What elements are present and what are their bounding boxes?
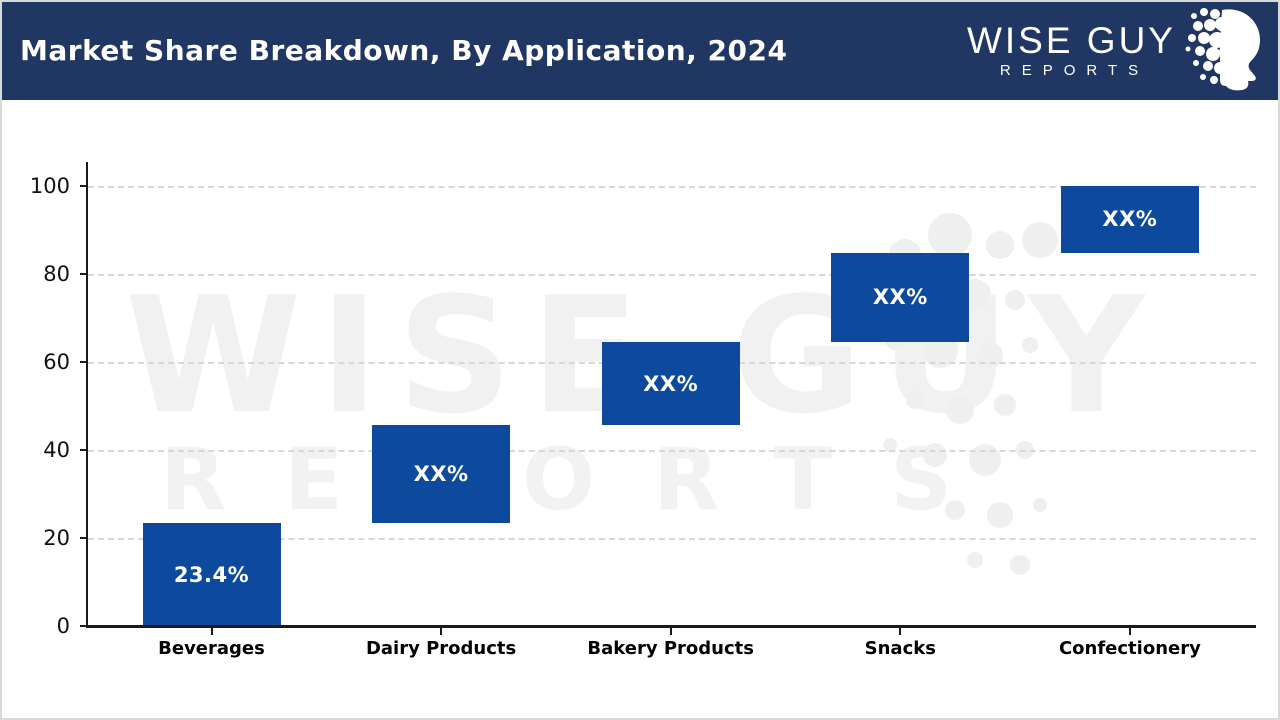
bar-value-label: XX%	[643, 371, 699, 396]
y-tick-mark-20	[80, 537, 86, 539]
bar-beverages: 23.4%	[142, 523, 281, 626]
x-tick-label-bakery-products: Bakery Products	[587, 638, 754, 659]
bar-value-label: XX%	[1102, 207, 1158, 232]
gridline-40	[88, 450, 1256, 452]
x-tick-label-dairy-products: Dairy Products	[365, 638, 517, 659]
x-tick-mark-2	[669, 628, 672, 635]
bar-confectionery: XX%	[1060, 186, 1199, 253]
bar-value-label: XX%	[413, 462, 469, 487]
x-tick-label-beverages: Beverages	[158, 638, 265, 659]
gridline-80	[88, 274, 1256, 276]
y-tick-mark-60	[80, 361, 86, 363]
y-tick-label-60: 60	[43, 350, 70, 374]
header-bar: Market Share Breakdown, By Application, …	[0, 0, 1280, 100]
gridline-100	[88, 186, 1256, 188]
x-tick-label-confectionery: Confectionery	[1058, 638, 1201, 659]
x-tick-label-snacks: Snacks	[864, 638, 936, 659]
y-axis-line	[86, 162, 88, 627]
brand-logo-text: WISE GUY REPORTS	[967, 22, 1176, 78]
bar-dairy-products: XX%	[372, 425, 511, 524]
brand-logo: WISE GUY REPORTS	[967, 2, 1266, 98]
y-tick-mark-40	[80, 449, 86, 451]
bar-snacks: XX%	[831, 252, 970, 342]
x-tick-mark-4	[1128, 628, 1131, 635]
y-tick-label-100: 100	[29, 174, 70, 198]
x-tick-mark-1	[440, 628, 443, 635]
y-tick-label-20: 20	[43, 526, 70, 550]
bar-value-label: 23.4%	[173, 562, 250, 587]
y-tick-label-80: 80	[43, 262, 70, 286]
gridline-20	[88, 538, 1256, 540]
x-tick-mark-0	[210, 628, 213, 635]
y-tick-mark-80	[80, 273, 86, 275]
y-tick-mark-100	[80, 185, 86, 187]
bar-value-label: XX%	[872, 285, 928, 310]
brand-head-icon	[1185, 8, 1260, 91]
x-axis-line	[86, 625, 1256, 628]
brand-subname: REPORTS	[999, 62, 1150, 79]
bar-bakery-products: XX%	[601, 341, 740, 426]
y-tick-mark-0	[80, 625, 86, 627]
y-tick-label-40: 40	[43, 438, 70, 462]
brand-name: WISE GUY	[966, 20, 1176, 61]
page-title: Market Share Breakdown, By Application, …	[20, 33, 788, 67]
x-tick-mark-3	[899, 628, 902, 635]
y-tick-label-0: 0	[56, 614, 70, 638]
